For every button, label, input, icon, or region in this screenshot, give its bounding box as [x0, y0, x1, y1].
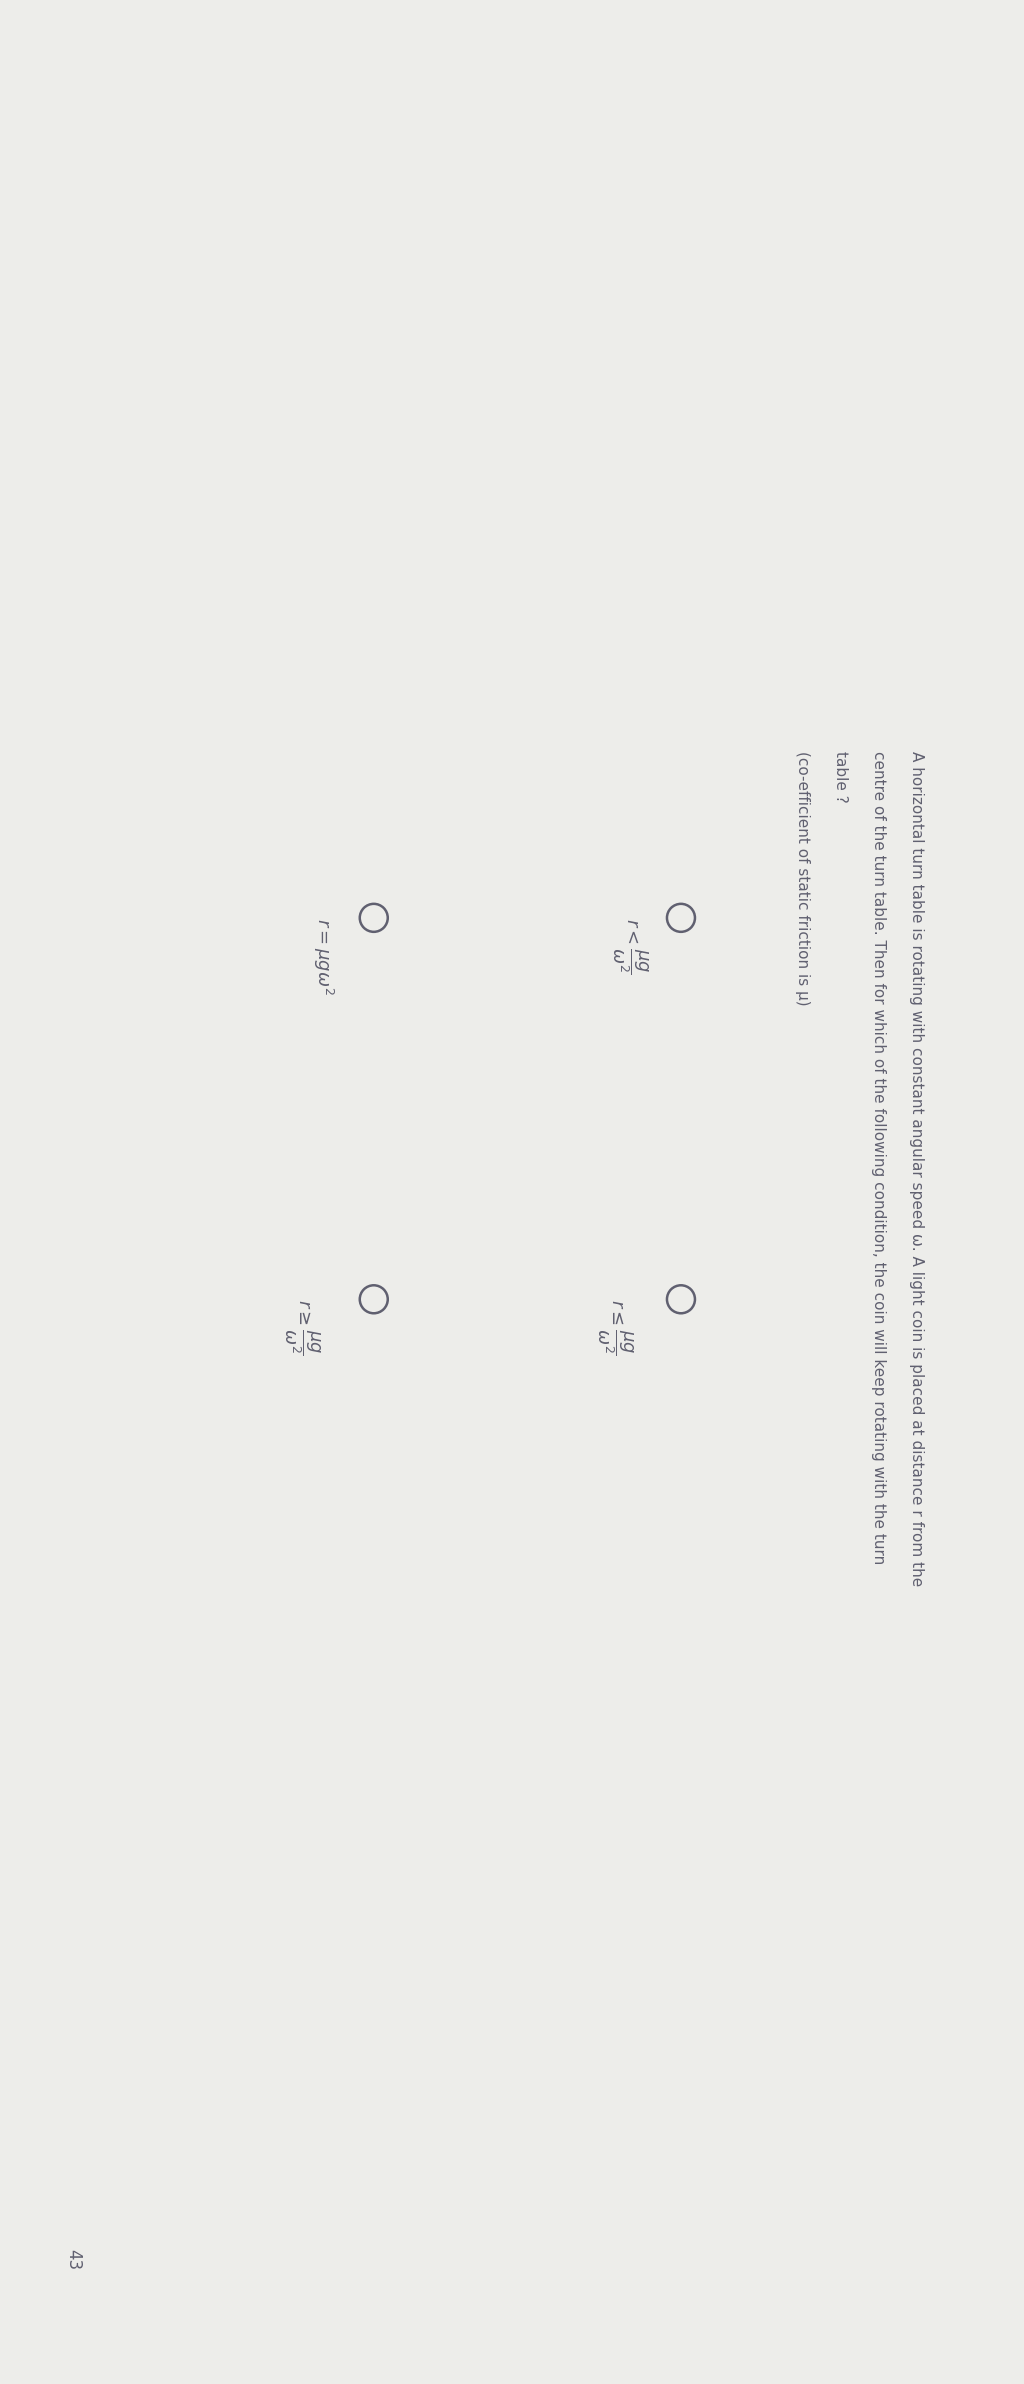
Text: centre of the turn table. Then for which of the following condition, the coin wi: centre of the turn table. Then for which…: [871, 751, 886, 1564]
Text: A horizontal turn table is rotating with constant angular speed ω. A light coin : A horizontal turn table is rotating with…: [909, 751, 924, 1585]
Text: (co-efficient of static friction is μ): (co-efficient of static friction is μ): [796, 751, 810, 1006]
Text: table ?: table ?: [834, 751, 848, 803]
Text: $r < \dfrac{\mu g}{\omega^2}$: $r < \dfrac{\mu g}{\omega^2}$: [610, 918, 649, 973]
Text: $r \leq \dfrac{\mu g}{\omega^2}$: $r \leq \dfrac{\mu g}{\omega^2}$: [595, 1299, 634, 1354]
Text: $r \geq \dfrac{\mu g}{\omega^2}$: $r \geq \dfrac{\mu g}{\omega^2}$: [283, 1299, 322, 1354]
Text: 43: 43: [65, 2250, 83, 2270]
Text: $r = \mu g\omega^2$: $r = \mu g\omega^2$: [310, 918, 335, 994]
